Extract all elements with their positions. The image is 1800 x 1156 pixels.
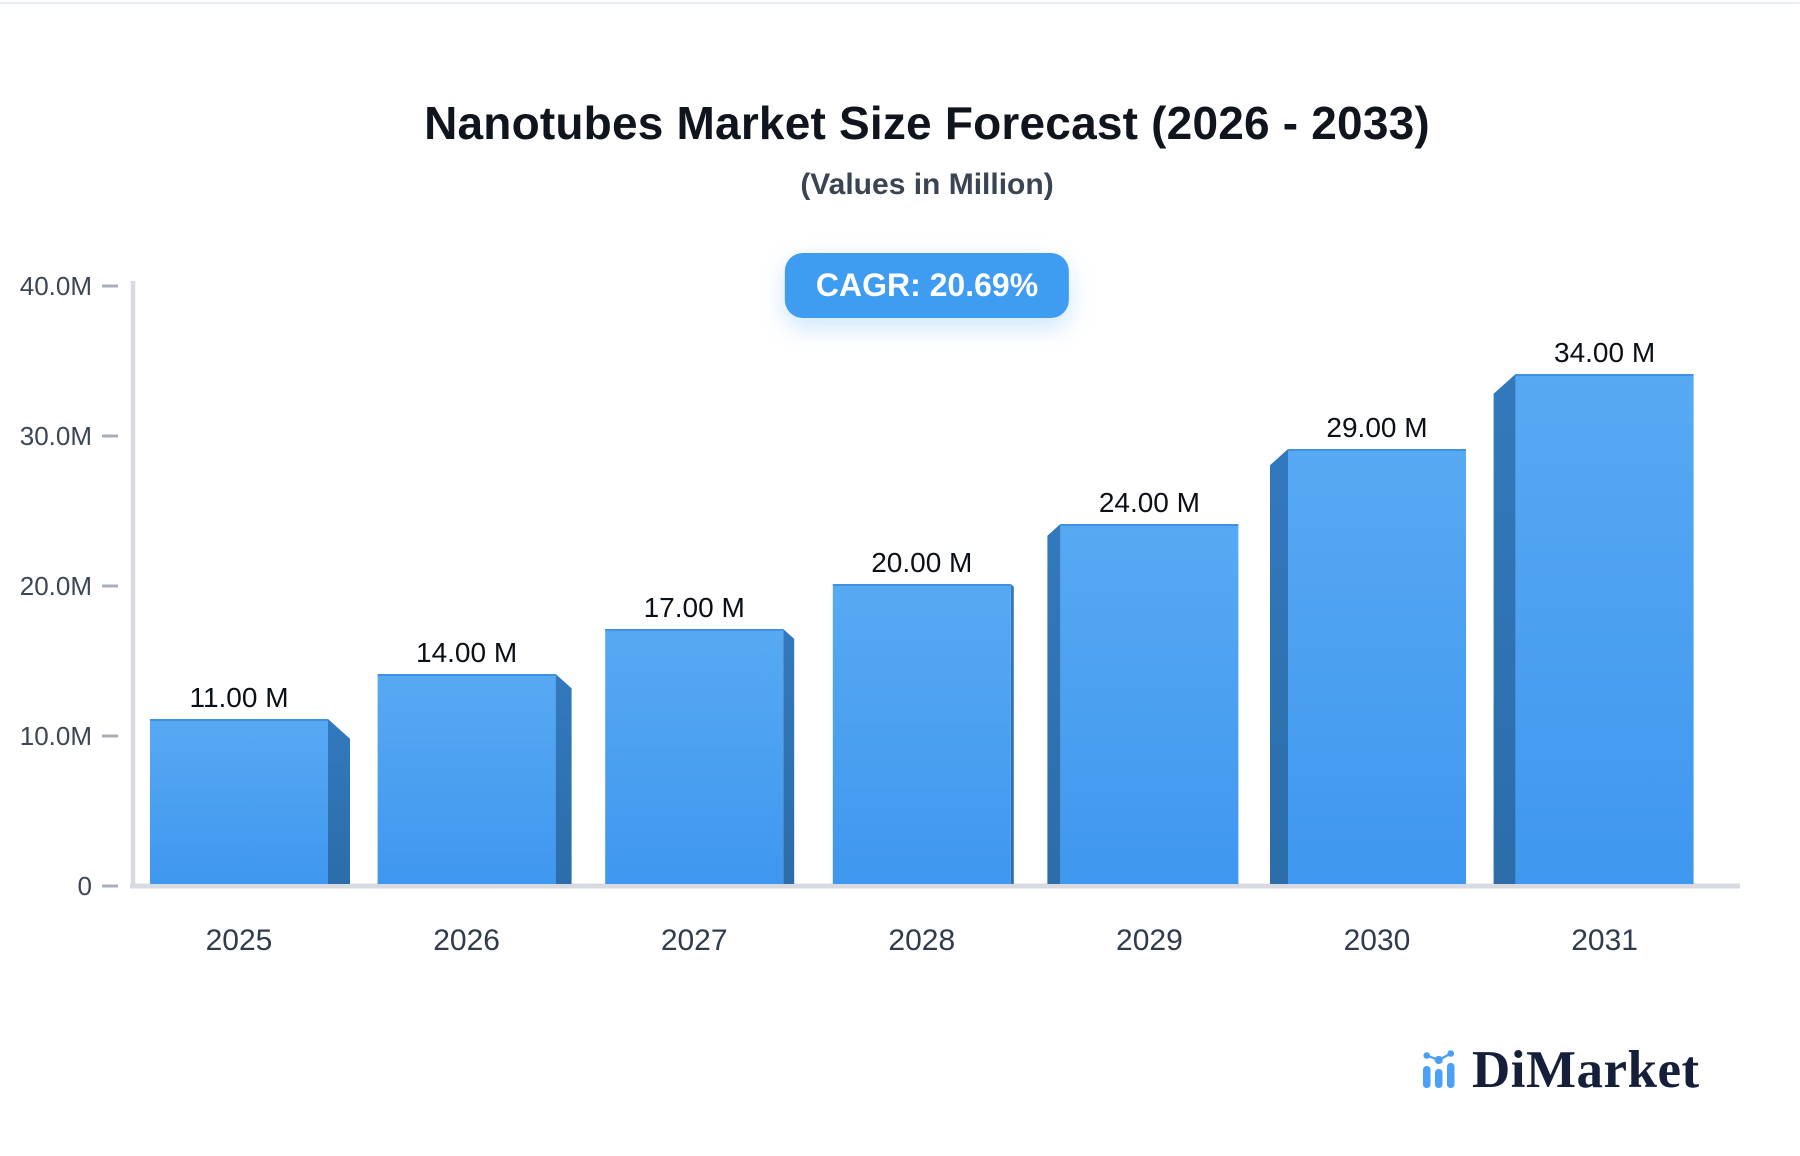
y-tick-label-10.0M: 10.0M — [20, 721, 92, 751]
y-tick-label-20.0M: 20.0M — [20, 571, 92, 601]
x-axis-label-2028: 2028 — [888, 924, 955, 957]
logo-dot-middle — [1434, 1055, 1443, 1065]
bar-value-label-2025: 11.00 M — [189, 682, 288, 713]
x-axis-label-2026: 2026 — [433, 924, 500, 957]
y-tick-label-30.0M: 30.0M — [20, 421, 92, 451]
logo-dot-left — [1423, 1052, 1431, 1059]
bar-side-2025 — [328, 719, 350, 884]
x-axis-label-2025: 2025 — [206, 924, 273, 957]
bar-side-2028 — [1010, 584, 1014, 884]
bar-side-2030 — [1270, 449, 1288, 884]
logo-dot-right — [1447, 1050, 1455, 1057]
y-tick-label-0: 0 — [78, 871, 92, 901]
y-tick-label-40.0M: 40.0M — [20, 271, 92, 301]
bar-value-label-2030: 29.00 M — [1326, 412, 1427, 443]
bar-value-label-2027: 17.00 M — [644, 592, 745, 623]
bar-face-2027 — [605, 629, 784, 884]
bar-face-2029 — [1060, 524, 1239, 884]
bar-value-label-2026: 14.00 M — [416, 637, 517, 668]
logo-bar-left — [1423, 1066, 1431, 1088]
bar-side-2026 — [555, 674, 572, 884]
bar-face-2025 — [150, 719, 328, 884]
bar-side-2027 — [783, 629, 795, 884]
bar-value-label-2031: 34.00 M — [1554, 337, 1655, 368]
cagr-badge: CAGR: 20.69% — [784, 253, 1070, 318]
mini-bar-chart-icon — [1423, 1050, 1455, 1088]
bar-side-2029 — [1047, 524, 1061, 884]
brand-logo: DiMarket — [1422, 1044, 1700, 1097]
bar-side-2031 — [1493, 374, 1516, 884]
card-top-border — [0, 2, 1800, 4]
bar-value-label-2028: 20.00 M — [871, 547, 972, 578]
logo-bar-right — [1447, 1063, 1455, 1088]
x-axis-label-2029: 2029 — [1116, 924, 1183, 957]
bar-face-2031 — [1515, 374, 1694, 884]
bar-value-label-2029: 24.00 M — [1099, 487, 1200, 518]
brand-wordmark: DiMarket — [1472, 1041, 1700, 1099]
bar-face-2028 — [832, 584, 1011, 884]
x-axis-label-2031: 2031 — [1571, 924, 1638, 957]
chart-subtitle: (Values in Million) — [800, 168, 1054, 201]
bar-face-2026 — [377, 674, 556, 884]
bar-face-2030 — [1288, 449, 1466, 884]
x-axis-label-2030: 2030 — [1344, 924, 1411, 957]
x-axis-label-2027: 2027 — [661, 924, 728, 957]
chart-title: Nanotubes Market Size Forecast (2026 - 2… — [424, 97, 1430, 149]
logo-bar-middle — [1435, 1069, 1443, 1088]
